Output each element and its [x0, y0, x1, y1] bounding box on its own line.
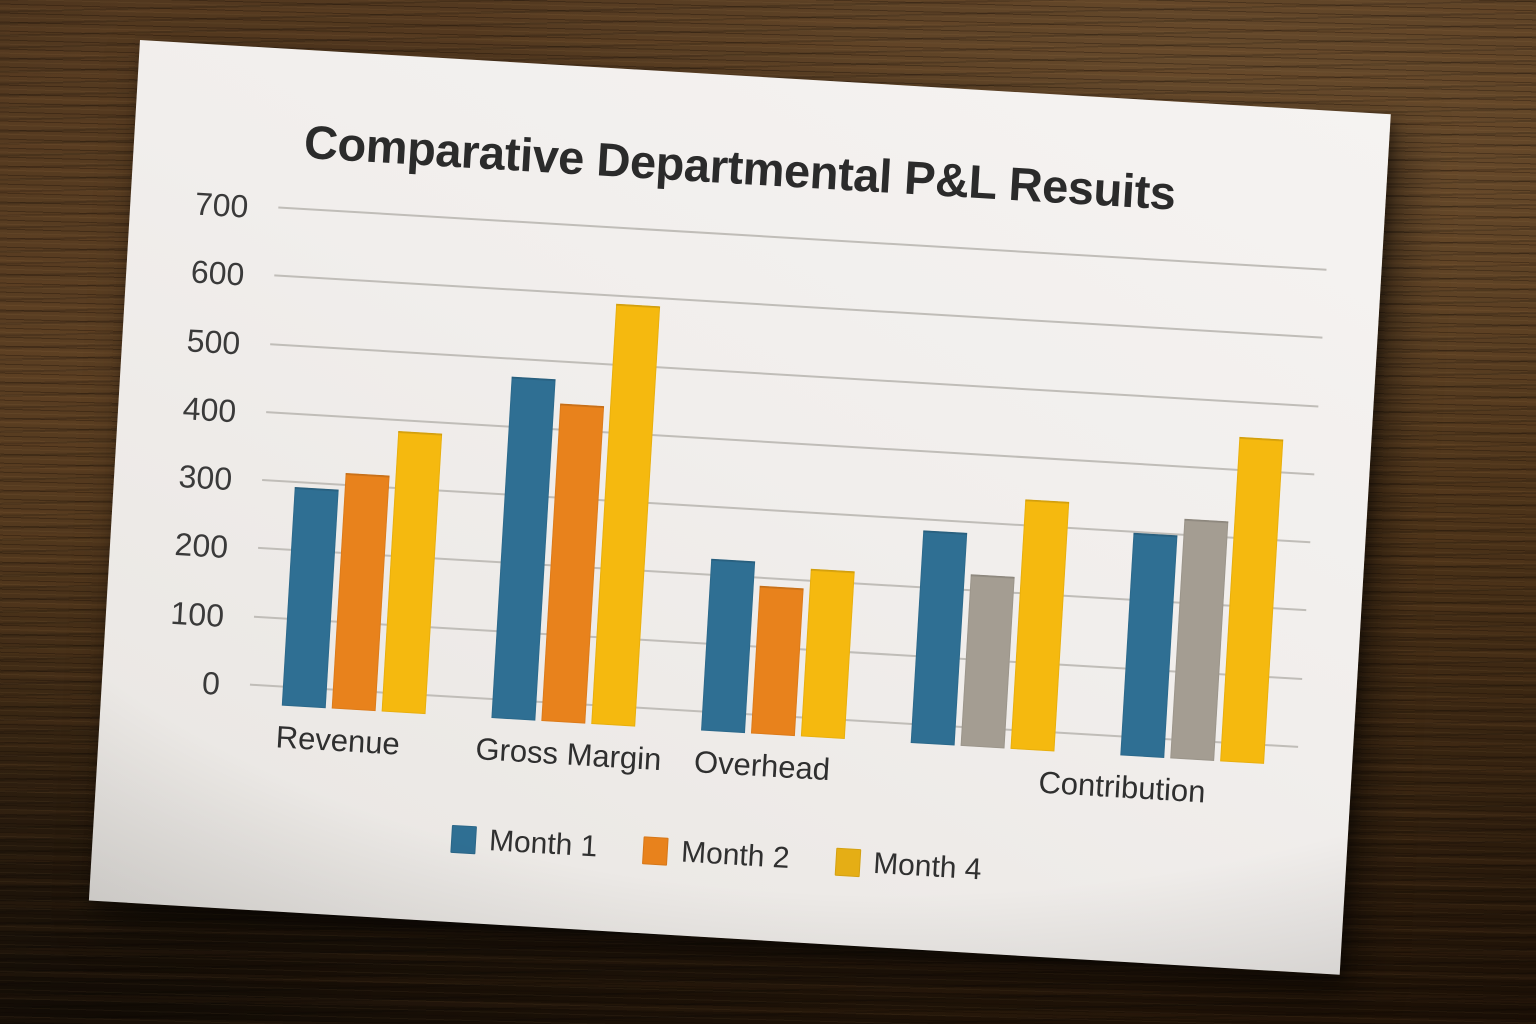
legend-swatch-month-2 [642, 836, 670, 866]
category-label-empty [908, 757, 1054, 801]
y-tick-label-500: 500 [185, 321, 242, 362]
y-tick-label-100: 100 [169, 594, 226, 634]
y-tick-label-400: 400 [181, 390, 238, 430]
bar-month-4-group-4 [1010, 499, 1070, 752]
category-label-gross-margin: Gross Margin [474, 731, 663, 778]
bar-month-2-overhead [750, 585, 804, 737]
bar-month-4-contribution [1220, 436, 1284, 764]
legend-item-month-2: Month 2 [642, 833, 790, 876]
bar-month-1-revenue [281, 486, 339, 709]
paper-sheet: Comparative Departmental P&L Resuits 0 10… [88, 40, 1391, 975]
y-tick-label-300: 300 [177, 458, 234, 498]
bar-unlabeled-group-4 [960, 574, 1015, 749]
chart-title: Comparative Departmental P&L Resuits [302, 114, 1178, 220]
bar-group-gross-margin [491, 223, 664, 727]
y-tick-label-200: 200 [173, 526, 230, 566]
legend-label-month-1: Month 1 [488, 824, 599, 864]
legend-label-month-4: Month 4 [872, 846, 983, 887]
bar-month-4-gross-margin [591, 303, 661, 727]
bar-month-4-revenue [381, 431, 443, 715]
bar-group-revenue [281, 210, 455, 715]
category-label-revenue: Revenue [274, 719, 401, 762]
bar-unlabeled-contribution [1170, 518, 1229, 761]
y-tick-label-700: 700 [193, 185, 250, 225]
bar-group-overhead [701, 235, 874, 740]
category-label-overhead: Overhead [693, 744, 832, 788]
bar-month-1-overhead [701, 559, 756, 734]
legend-item-month-4: Month 4 [834, 845, 982, 888]
legend-item-month-1: Month 1 [450, 822, 598, 865]
bar-month-4-overhead [800, 568, 855, 740]
bar-group-group-4 [910, 248, 1084, 752]
legend-swatch-month-1 [450, 824, 477, 855]
legend: Month 1 Month 2 Month 4 [450, 822, 982, 887]
legend-swatch-month-4 [834, 847, 862, 878]
bar-chart: Comparative Departmental P&L Resuits 0 10… [89, 40, 1391, 975]
bar-month-2-revenue [331, 472, 390, 712]
category-label-contribution: Contribution [1037, 764, 1207, 810]
plot-area: 0 100 200 300 400 500 600 700 Revenue Gross Margi… [170, 186, 1327, 809]
bar-month-1-contribution [1120, 532, 1178, 759]
bar-group-contribution [1120, 260, 1293, 764]
y-tick-label-600: 600 [189, 253, 246, 293]
bar-month-1-group-4 [910, 530, 968, 746]
bar-groups [250, 208, 1327, 764]
legend-label-month-2: Month 2 [680, 835, 791, 875]
y-tick-label-0: 0 [201, 664, 222, 702]
